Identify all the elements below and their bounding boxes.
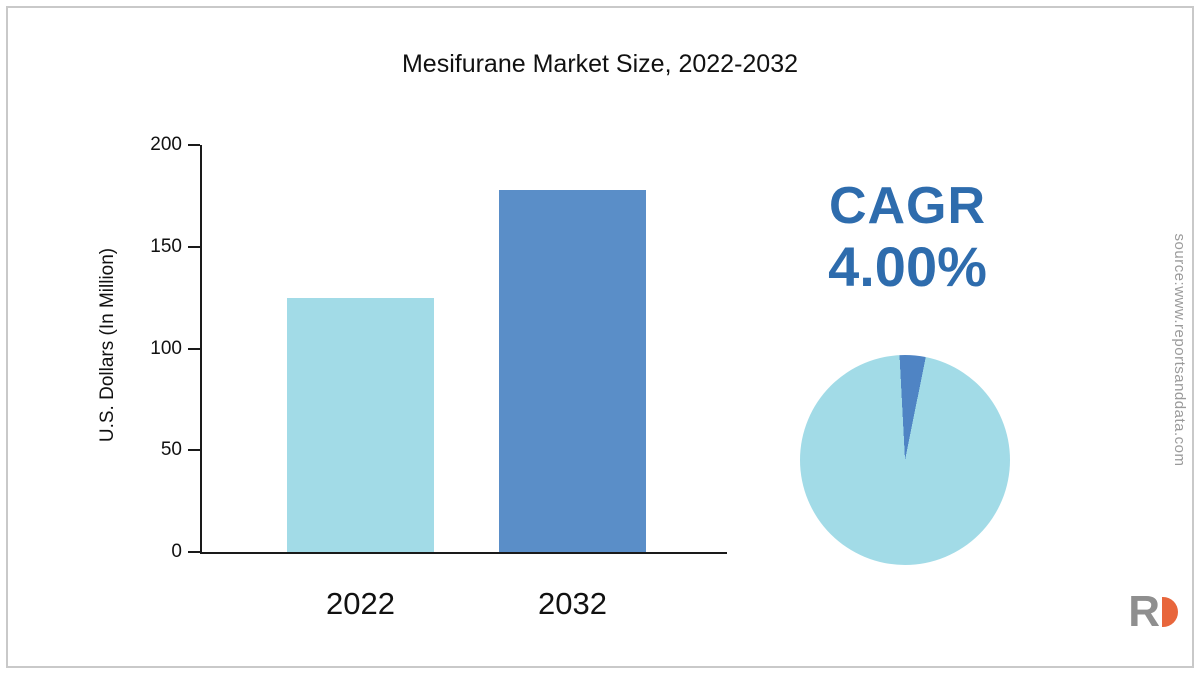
y-axis-title: U.S. Dollars (In Million) <box>97 247 118 443</box>
y-tick-label: 50 <box>160 439 182 461</box>
y-tick-mark <box>188 449 200 452</box>
y-tick-label: 150 <box>150 235 182 257</box>
x-axis-label-2022: 2022 <box>326 586 395 621</box>
y-tick-mark <box>188 144 200 146</box>
cagr-block: CAGR 4.00% <box>760 177 1055 300</box>
y-tick-label: 0 <box>171 541 182 562</box>
bar-2032 <box>499 189 646 552</box>
reportsanddata-logo: R <box>1128 590 1178 634</box>
plot-area: 0 50 100 150 200 2022 2032 <box>150 134 727 621</box>
y-tick-mark <box>188 551 200 553</box>
y-tick-label: 100 <box>150 337 182 359</box>
y-tick-label: 200 <box>150 134 182 155</box>
logo-letter: R <box>1128 587 1160 636</box>
y-tick-mark <box>188 347 200 350</box>
cagr-pie-chart <box>800 355 1010 565</box>
y-tick-mark <box>188 245 200 248</box>
chart-title: Mesifurane Market Size, 2022-2032 <box>401 50 799 78</box>
cagr-label: CAGR <box>828 177 987 235</box>
x-axis-label-2032: 2032 <box>538 586 607 621</box>
source-attribution: source:www.reportsanddata.com <box>1171 233 1188 467</box>
bar-2022 <box>287 297 434 552</box>
logo-orange-mark <box>1162 597 1178 627</box>
cagr-value: 4.00% <box>828 235 987 299</box>
